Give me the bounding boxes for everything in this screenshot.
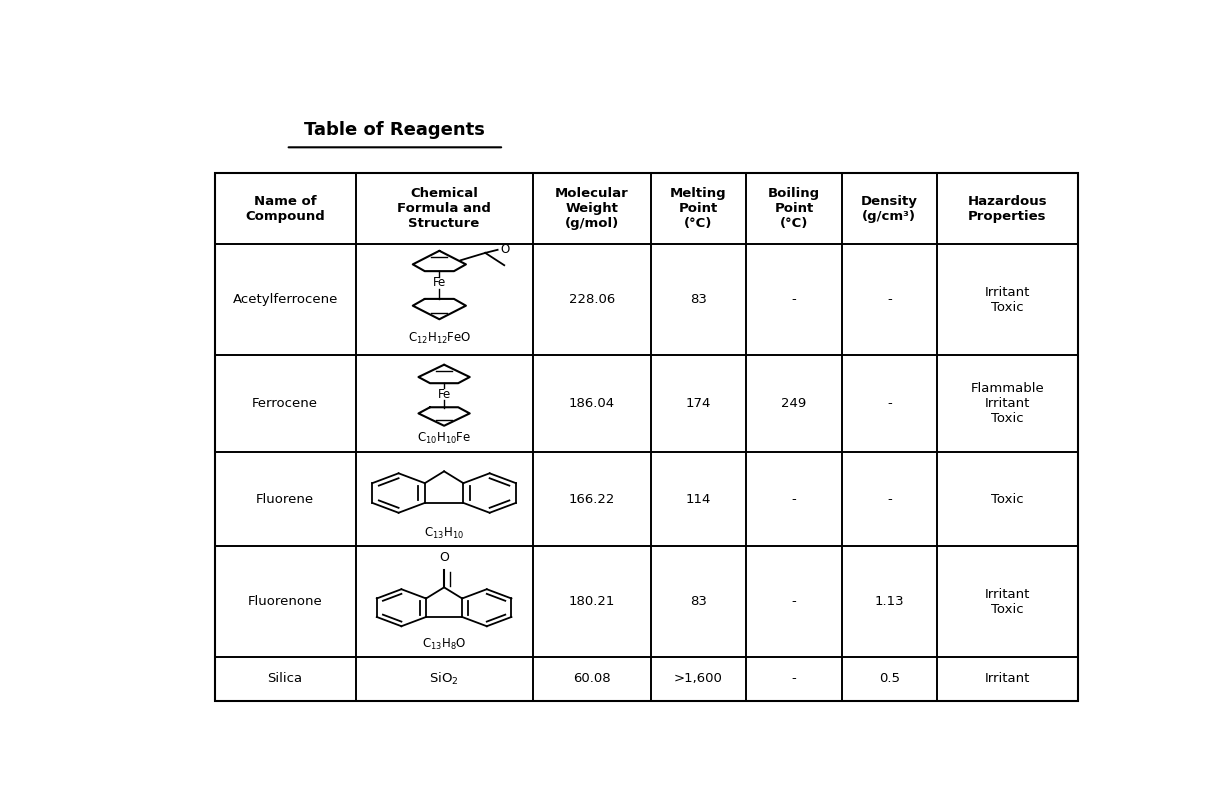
Text: SiO$_2$: SiO$_2$ xyxy=(430,670,459,686)
Text: Fluorene: Fluorene xyxy=(256,493,315,505)
Text: -: - xyxy=(887,293,892,306)
Text: Fe: Fe xyxy=(437,388,450,400)
Bar xyxy=(355,244,532,355)
Text: 166.22: 166.22 xyxy=(569,493,614,505)
Bar xyxy=(842,453,938,546)
Text: Hazardous
Properties: Hazardous Properties xyxy=(968,195,1048,223)
Text: 180.21: 180.21 xyxy=(569,595,614,608)
Bar xyxy=(532,657,651,701)
Bar xyxy=(651,546,747,657)
Text: 83: 83 xyxy=(690,595,707,608)
Bar xyxy=(214,657,355,701)
Bar xyxy=(842,244,938,355)
Text: -: - xyxy=(792,595,797,608)
Bar xyxy=(532,546,651,657)
Bar xyxy=(651,355,747,453)
Text: 174: 174 xyxy=(685,397,711,410)
Bar xyxy=(651,657,747,701)
Bar xyxy=(747,244,842,355)
Text: -: - xyxy=(792,672,797,685)
Text: -: - xyxy=(887,493,892,505)
Text: Acetylferrocene: Acetylferrocene xyxy=(233,293,338,306)
Bar xyxy=(651,453,747,546)
Bar xyxy=(842,173,938,244)
Bar xyxy=(747,453,842,546)
Text: 186.04: 186.04 xyxy=(569,397,614,410)
Bar xyxy=(214,355,355,453)
Bar xyxy=(214,546,355,657)
Bar xyxy=(355,546,532,657)
Text: Melting
Point
(°C): Melting Point (°C) xyxy=(671,187,727,230)
Text: 1.13: 1.13 xyxy=(874,595,905,608)
Text: 0.5: 0.5 xyxy=(879,672,900,685)
Text: O: O xyxy=(439,551,449,564)
Text: Irritant
Toxic: Irritant Toxic xyxy=(985,285,1031,313)
Text: C$_{13}$H$_{8}$O: C$_{13}$H$_{8}$O xyxy=(422,637,466,652)
Bar xyxy=(938,546,1078,657)
Text: O: O xyxy=(501,244,509,256)
Text: C$_{10}$H$_{10}$Fe: C$_{10}$H$_{10}$Fe xyxy=(417,431,471,446)
Bar xyxy=(214,173,1078,701)
Text: 83: 83 xyxy=(690,293,707,306)
Text: Toxic: Toxic xyxy=(991,493,1023,505)
Bar xyxy=(938,244,1078,355)
Text: Molecular
Weight
(g/mol): Molecular Weight (g/mol) xyxy=(554,187,629,230)
Text: Name of
Compound: Name of Compound xyxy=(245,195,324,223)
Text: C$_{12}$H$_{12}$FeO: C$_{12}$H$_{12}$FeO xyxy=(408,331,471,346)
Text: Fluorenone: Fluorenone xyxy=(247,595,322,608)
Text: Fe: Fe xyxy=(433,276,446,289)
Text: -: - xyxy=(792,293,797,306)
Text: Table of Reagents: Table of Reagents xyxy=(305,121,486,139)
Text: -: - xyxy=(792,493,797,505)
Bar xyxy=(842,355,938,453)
Bar xyxy=(938,453,1078,546)
Bar xyxy=(747,355,842,453)
Text: Flammable
Irritant
Toxic: Flammable Irritant Toxic xyxy=(971,382,1044,425)
Text: C$_{13}$H$_{10}$: C$_{13}$H$_{10}$ xyxy=(424,526,464,541)
Bar xyxy=(651,173,747,244)
Bar xyxy=(747,173,842,244)
Bar xyxy=(532,355,651,453)
Text: >1,600: >1,600 xyxy=(674,672,723,685)
Text: Density
(g/cm³): Density (g/cm³) xyxy=(860,195,918,223)
Text: 228.06: 228.06 xyxy=(569,293,614,306)
Bar xyxy=(214,244,355,355)
Bar xyxy=(214,173,355,244)
Bar xyxy=(651,244,747,355)
Text: 249: 249 xyxy=(781,397,807,410)
Bar xyxy=(214,453,355,546)
Bar xyxy=(355,453,532,546)
Bar xyxy=(938,355,1078,453)
Text: Irritant: Irritant xyxy=(985,672,1031,685)
Bar xyxy=(938,173,1078,244)
Text: -: - xyxy=(887,397,892,410)
Text: 114: 114 xyxy=(685,493,711,505)
Text: Chemical
Formula and
Structure: Chemical Formula and Structure xyxy=(397,187,491,230)
Text: Irritant
Toxic: Irritant Toxic xyxy=(985,588,1031,615)
Bar xyxy=(747,657,842,701)
Bar xyxy=(355,355,532,453)
Text: Silica: Silica xyxy=(268,672,302,685)
Text: Boiling
Point
(°C): Boiling Point (°C) xyxy=(767,187,820,230)
Bar xyxy=(842,657,938,701)
Bar xyxy=(532,173,651,244)
Bar xyxy=(532,244,651,355)
Bar xyxy=(355,173,532,244)
Text: Ferrocene: Ferrocene xyxy=(252,397,318,410)
Bar xyxy=(938,657,1078,701)
Bar xyxy=(532,453,651,546)
Text: 60.08: 60.08 xyxy=(573,672,611,685)
Bar xyxy=(747,546,842,657)
Bar xyxy=(842,546,938,657)
Bar xyxy=(355,657,532,701)
